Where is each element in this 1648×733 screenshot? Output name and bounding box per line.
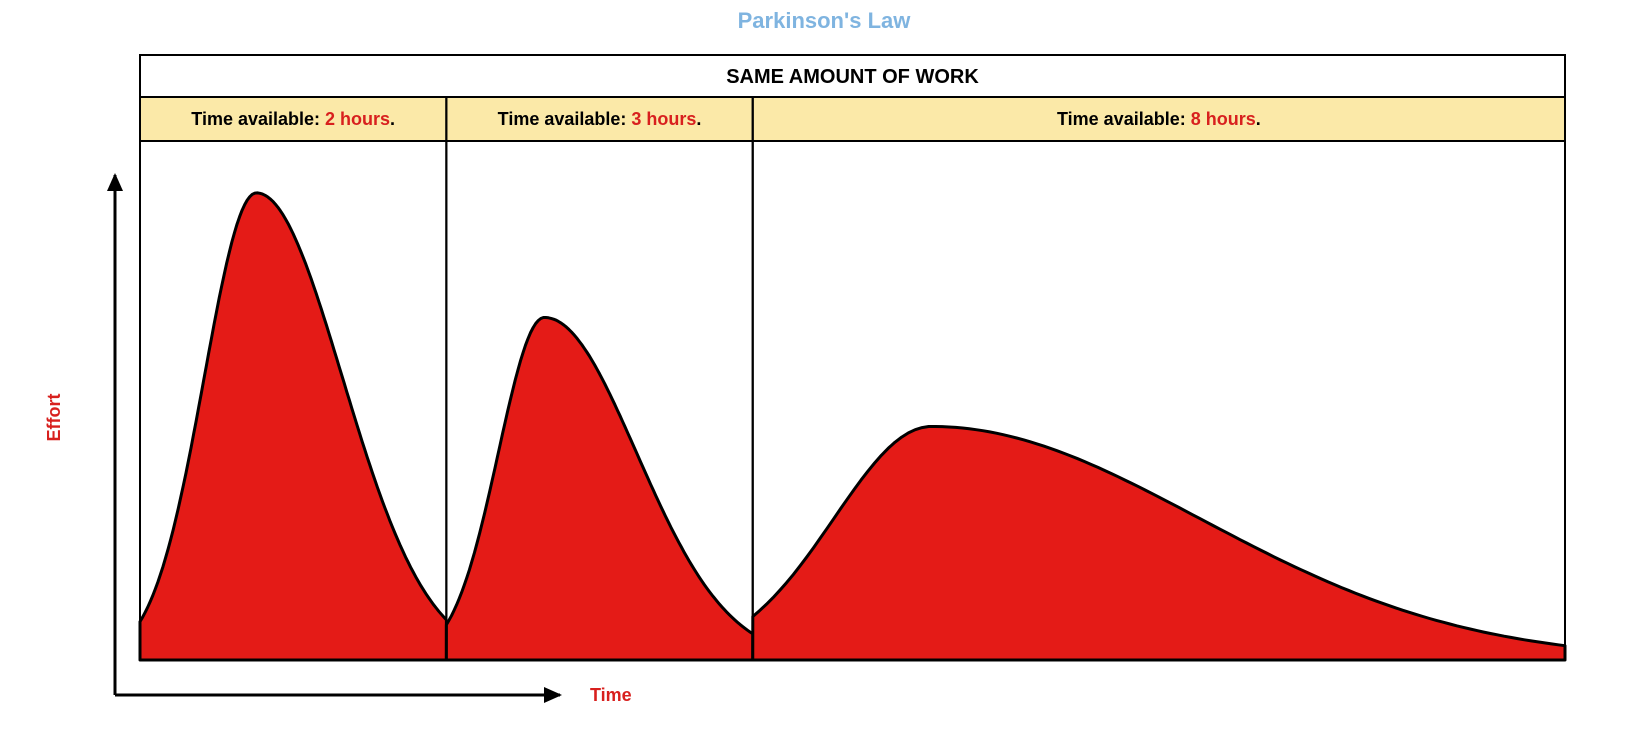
panel-label-text: Time available: 2 hours. <box>191 109 395 129</box>
banner-text: SAME AMOUNT OF WORK <box>726 66 979 88</box>
y-axis-arrow-icon <box>107 173 123 191</box>
panel-label-text: Time available: 8 hours. <box>1057 109 1261 129</box>
x-axis-arrow-icon <box>544 687 562 703</box>
page-title: Parkinson's Law <box>738 8 912 33</box>
y-axis-label: Effort <box>44 394 64 442</box>
chart-svg: Parkinson's Law SAME AMOUNT OF WORK Time a… <box>0 0 1648 733</box>
figure-root: Parkinson's Law SAME AMOUNT OF WORK Time a… <box>0 0 1648 733</box>
panel-label-text: Time available: 3 hours. <box>498 109 702 129</box>
x-axis-label: Time <box>590 685 632 705</box>
